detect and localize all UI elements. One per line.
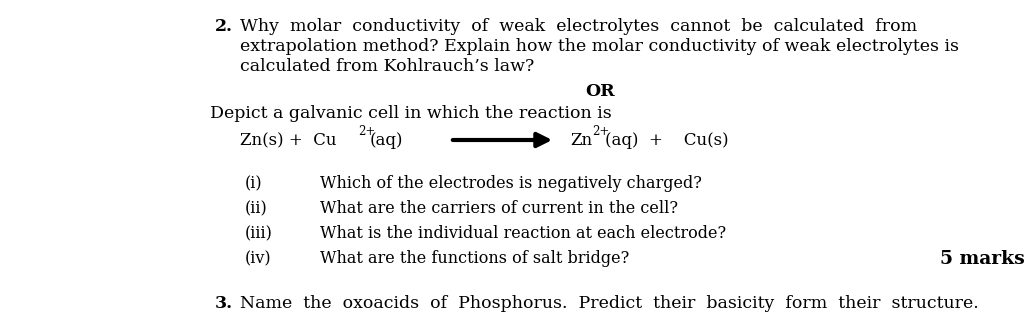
Text: OR: OR bbox=[585, 83, 614, 100]
Text: (aq)  +    Cu(s): (aq) + Cu(s) bbox=[605, 132, 729, 149]
Text: 2+: 2+ bbox=[592, 125, 609, 138]
Text: 2.: 2. bbox=[215, 18, 233, 35]
Text: extrapolation method? Explain how the molar conductivity of weak electrolytes is: extrapolation method? Explain how the mo… bbox=[240, 38, 959, 55]
Text: 5 marks: 5 marks bbox=[940, 250, 1024, 268]
Text: (iv): (iv) bbox=[245, 250, 271, 267]
Text: Why  molar  conductivity  of  weak  electrolytes  cannot  be  calculated  from: Why molar conductivity of weak electroly… bbox=[240, 18, 918, 35]
Text: What is the individual reaction at each electrode?: What is the individual reaction at each … bbox=[319, 225, 726, 242]
Text: calculated from Kohlrauch’s law?: calculated from Kohlrauch’s law? bbox=[240, 58, 535, 75]
Text: Zn(s) +  Cu: Zn(s) + Cu bbox=[240, 132, 337, 149]
Text: (ii): (ii) bbox=[245, 200, 267, 217]
Text: (aq): (aq) bbox=[370, 132, 403, 149]
Text: Which of the electrodes is negatively charged?: Which of the electrodes is negatively ch… bbox=[319, 175, 701, 192]
Text: (iii): (iii) bbox=[245, 225, 272, 242]
Text: Name  the  oxoacids  of  Phosphorus.  Predict  their  basicity  form  their  str: Name the oxoacids of Phosphorus. Predict… bbox=[240, 295, 979, 312]
Text: What are the functions of salt bridge?: What are the functions of salt bridge? bbox=[319, 250, 630, 267]
Text: (i): (i) bbox=[245, 175, 262, 192]
Text: Depict a galvanic cell in which the reaction is: Depict a galvanic cell in which the reac… bbox=[210, 105, 611, 122]
Text: Zn: Zn bbox=[570, 132, 592, 149]
Text: 3.: 3. bbox=[215, 295, 233, 312]
Text: 2+: 2+ bbox=[358, 125, 375, 138]
Text: What are the carriers of current in the cell?: What are the carriers of current in the … bbox=[319, 200, 678, 217]
